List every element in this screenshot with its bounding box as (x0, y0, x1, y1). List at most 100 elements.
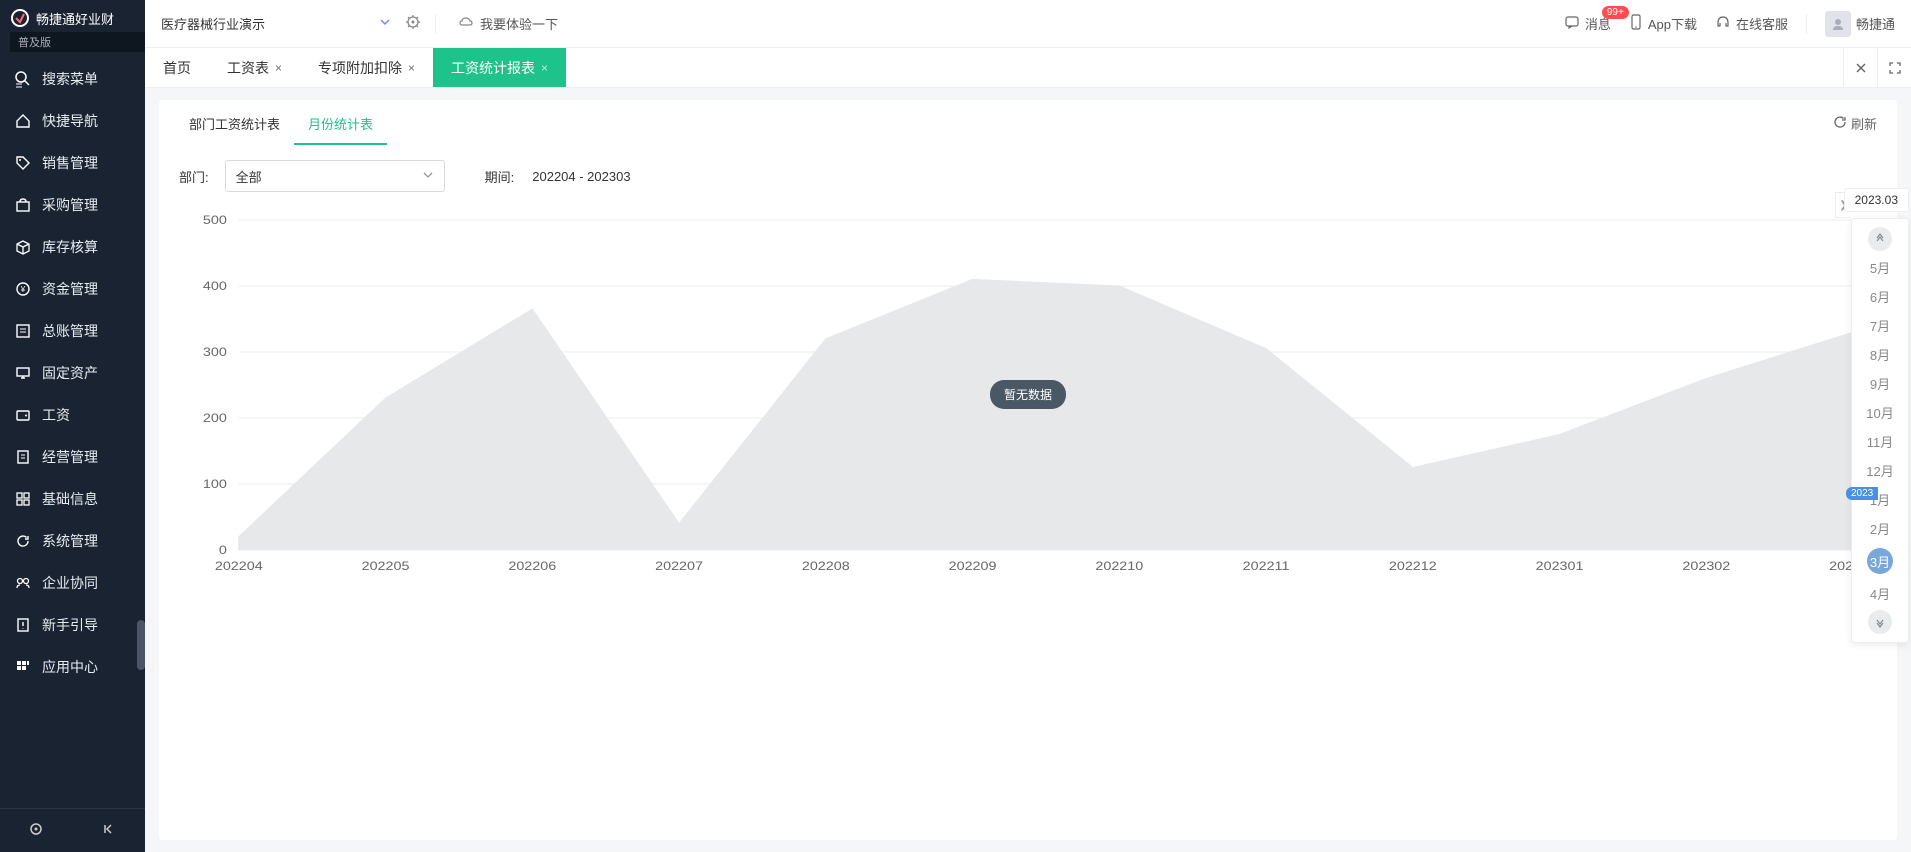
try-experience-link[interactable]: 我要体验一下 (458, 14, 558, 33)
sidebar-item-label: 资金管理 (42, 279, 98, 299)
month-item[interactable]: 11月 (1852, 427, 1908, 456)
sidebar-item-grid[interactable]: 基础信息 (0, 478, 145, 520)
sidebar-item-ledger[interactable]: 总账管理 (0, 310, 145, 352)
sidebar-item-label: 搜索菜单 (42, 69, 98, 89)
page-tab[interactable]: 工资表 × (209, 48, 300, 87)
messages-link[interactable]: 消息 99+ (1564, 14, 1611, 33)
try-label: 我要体验一下 (480, 14, 558, 33)
sidebar-item-box[interactable]: 库存核算 (0, 226, 145, 268)
messages-badge: 99+ (1602, 6, 1629, 19)
sidebar-item-label: 固定资产 (42, 363, 98, 383)
month-item[interactable]: 10月 (1852, 398, 1908, 427)
refresh-button[interactable]: 刷新 (1833, 114, 1877, 133)
sidebar-item-wallet[interactable]: 工资 (0, 394, 145, 436)
header-right: 消息 99+ App下载 在线客服 (1564, 11, 1895, 37)
close-all-tabs-button[interactable] (1843, 48, 1877, 87)
report-panel: 部门工资统计表月份统计表 刷新 部门: 全部 (159, 100, 1897, 840)
scrollbar-thumb[interactable] (137, 620, 145, 670)
wallet-icon (14, 406, 32, 424)
sidebar-item-bag[interactable]: 采购管理 (0, 184, 145, 226)
year-badge: 2023 (1846, 487, 1878, 500)
top-header: 医疗器械行业演示 我要体验一下 (145, 0, 1911, 48)
report-subtabs: 部门工资统计表月份统计表 (159, 100, 1897, 146)
page-tab[interactable]: 专项附加扣除 × (300, 48, 433, 87)
apps-icon (14, 658, 32, 676)
gear-icon[interactable] (405, 14, 421, 33)
sidebar-item-tag[interactable]: 销售管理 (0, 142, 145, 184)
fullscreen-button[interactable] (1877, 48, 1911, 87)
svg-text:300: 300 (203, 345, 227, 359)
edition-badge: 普及版 (10, 32, 145, 52)
headset-icon (1715, 14, 1731, 33)
close-icon[interactable]: × (541, 61, 548, 75)
sidebar-item-label: 总账管理 (42, 321, 98, 341)
sidebar-item-team[interactable]: 企业协同 (0, 562, 145, 604)
ledger-icon (14, 322, 32, 340)
tab-label: 专项附加扣除 (318, 58, 402, 78)
svg-text:202204: 202204 (215, 559, 263, 573)
page-tab[interactable]: 首页 (145, 48, 209, 87)
search-icon (14, 70, 32, 88)
settings-button[interactable] (0, 809, 73, 852)
month-label: 5月 (1870, 261, 1890, 276)
month-label: 12月 (1866, 464, 1893, 479)
close-icon[interactable]: × (408, 61, 415, 75)
main: 医疗器械行业演示 我要体验一下 (145, 0, 1911, 852)
svg-text:202207: 202207 (655, 559, 703, 573)
page-tab[interactable]: 工资统计报表 × (433, 48, 566, 87)
brand-name: 畅捷通好业财 (36, 9, 114, 28)
month-scroll-up[interactable] (1868, 227, 1892, 251)
app-download-link[interactable]: App下载 (1629, 14, 1697, 33)
report-subtab[interactable]: 部门工资统计表 (175, 100, 294, 145)
report-subtab[interactable]: 月份统计表 (294, 100, 387, 145)
customer-service-link[interactable]: 在线客服 (1715, 14, 1788, 33)
home-icon (14, 112, 32, 130)
sidebar-item-coin[interactable]: ¥资金管理 (0, 268, 145, 310)
month-item[interactable]: 6月 (1852, 282, 1908, 311)
close-icon[interactable]: × (275, 61, 282, 75)
svg-text:202211: 202211 (1243, 559, 1290, 573)
sidebar-item-apps[interactable]: 应用中心 (0, 646, 145, 688)
month-item[interactable]: 7月 (1852, 311, 1908, 340)
collapse-button[interactable] (73, 809, 146, 852)
month-item[interactable]: 9月 (1852, 369, 1908, 398)
tab-label: 工资统计报表 (451, 58, 535, 78)
month-label: 6月 (1870, 290, 1890, 305)
month-scroll-down[interactable] (1868, 610, 1892, 634)
sidebar-item-label: 系统管理 (42, 531, 98, 551)
tab-label: 工资表 (227, 58, 269, 78)
svg-text:100: 100 (203, 477, 227, 491)
month-item[interactable]: 2月 (1852, 514, 1908, 543)
svg-text:202205: 202205 (362, 559, 410, 573)
sidebar-item-doc[interactable]: 经营管理 (0, 436, 145, 478)
month-item[interactable]: 5月 (1852, 253, 1908, 282)
sidebar-item-refresh[interactable]: 系统管理 (0, 520, 145, 562)
refresh-icon (1833, 115, 1847, 132)
user-menu[interactable]: 畅捷通 (1825, 11, 1895, 37)
cloud-icon (458, 14, 474, 33)
month-scroller: 5月 6月 7月 8月9月10月11月 12月 20231月2月3月4月 (1851, 218, 1909, 643)
month-item[interactable]: 3月 (1852, 543, 1908, 579)
svg-text:202206: 202206 (508, 559, 556, 573)
bag-icon (14, 196, 32, 214)
sidebar-item-search[interactable]: 搜索菜单 (0, 58, 145, 100)
org-selector[interactable]: 医疗器械行业演示 (161, 14, 391, 33)
svg-text:200: 200 (203, 411, 227, 425)
svg-text:400: 400 (203, 279, 227, 293)
sidebar-item-label: 销售管理 (42, 153, 98, 173)
sidebar-item-asset[interactable]: 固定资产 (0, 352, 145, 394)
sidebar-item-home[interactable]: 快捷导航 (0, 100, 145, 142)
message-icon (1564, 14, 1580, 33)
month-item[interactable]: 12月 (1852, 456, 1908, 485)
month-item[interactable]: 8月 (1852, 340, 1908, 369)
app-download-label: App下载 (1648, 14, 1697, 33)
dept-select[interactable]: 全部 (225, 160, 445, 192)
sidebar-item-label: 应用中心 (42, 657, 98, 677)
asset-icon (14, 364, 32, 382)
month-item[interactable]: 20231月 (1852, 485, 1908, 514)
month-label: 7月 (1870, 319, 1890, 334)
month-item[interactable]: 4月 (1852, 579, 1908, 608)
sidebar-item-guide[interactable]: 新手引导 (0, 604, 145, 646)
content-area: 部门工资统计表月份统计表 刷新 部门: 全部 (145, 88, 1911, 852)
doc-icon (14, 448, 32, 466)
